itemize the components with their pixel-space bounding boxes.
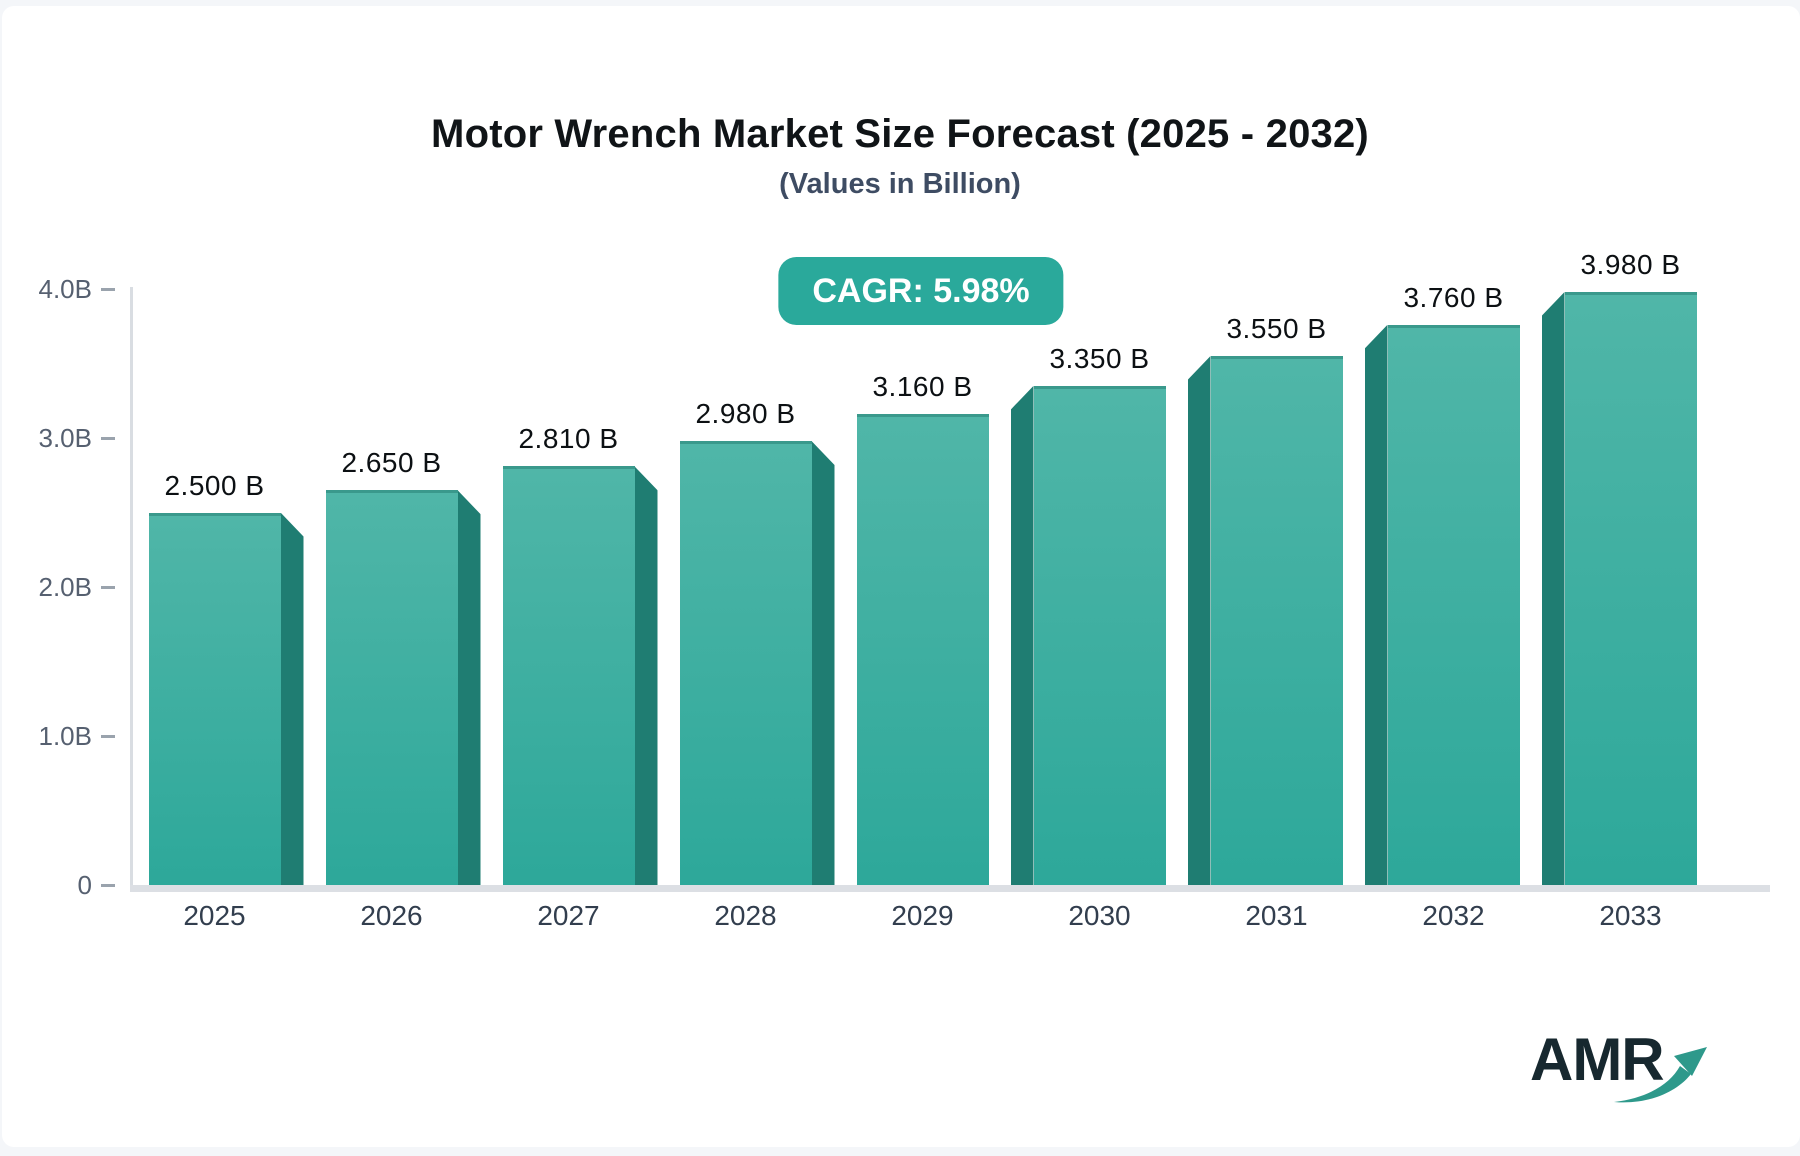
x-tick-label: 2030 <box>1068 900 1131 931</box>
x-tick-label: 2031 <box>1245 900 1308 931</box>
bar-2029 <box>856 414 989 885</box>
bar-2033 <box>1564 291 1697 885</box>
y-tick-label: 1.0B <box>38 721 93 751</box>
bar-value-label: 2.810 B <box>518 423 619 455</box>
bar-side-panel <box>280 512 304 885</box>
bar-2027 <box>502 466 635 885</box>
y-tick-label: 3.0B <box>38 423 93 453</box>
y-tick-label: 2.0B <box>38 572 93 602</box>
bar-side-panel <box>1541 291 1565 885</box>
y-tick-mark <box>101 884 115 887</box>
bar-2025 <box>148 512 281 885</box>
y-axis-line <box>130 287 133 885</box>
bar-value-label: 3.760 B <box>1403 281 1504 313</box>
y-tick-mark <box>101 288 115 291</box>
bar-value-label: 2.980 B <box>695 397 796 429</box>
y-tick-mark <box>101 586 115 589</box>
bar-2028 <box>679 440 812 885</box>
y-tick-label: 4.0B <box>38 274 93 304</box>
x-tick-label: 2033 <box>1599 900 1662 931</box>
growth-arrow-icon <box>1614 1047 1707 1103</box>
cagr-badge: CAGR: 5.98% <box>778 257 1064 325</box>
x-tick-label: 2027 <box>537 900 600 931</box>
x-tick-label: 2025 <box>183 900 246 931</box>
bar-value-label: 2.650 B <box>341 447 442 479</box>
bar-side-panel <box>1187 356 1211 885</box>
x-axis-line <box>130 885 1770 892</box>
chart-subtitle: (Values in Billion) <box>779 168 1021 200</box>
bar-value-label: 3.160 B <box>872 371 973 403</box>
y-tick-label: 0 <box>77 870 92 900</box>
bar-side-panel <box>1010 385 1034 885</box>
bar-2026 <box>325 490 458 885</box>
x-tick-label: 2026 <box>360 900 423 931</box>
bar-side-panel <box>457 490 481 885</box>
x-tick-label: 2028 <box>714 900 777 931</box>
bar-side-panel <box>811 440 835 885</box>
bar-side-panel <box>634 466 658 885</box>
bar-2031 <box>1210 356 1343 885</box>
y-tick-mark <box>101 735 115 738</box>
x-tick-label: 2032 <box>1422 900 1485 931</box>
amr-logo: AMR <box>1530 1030 1730 1110</box>
amr-logo-text: AMR <box>1530 1026 1665 1093</box>
bar-value-label: 3.550 B <box>1226 313 1327 345</box>
y-tick-mark <box>101 437 115 440</box>
bar-value-label: 3.980 B <box>1580 248 1681 280</box>
chart-title: Motor Wrench Market Size Forecast (2025 … <box>431 112 1369 156</box>
x-tick-label: 2029 <box>891 900 954 931</box>
bar-side-panel <box>1364 324 1388 885</box>
bar-value-label: 3.350 B <box>1049 342 1150 374</box>
bar-2032 <box>1387 324 1520 885</box>
bar-value-label: 2.500 B <box>164 469 265 501</box>
bar-2030 <box>1033 385 1166 885</box>
